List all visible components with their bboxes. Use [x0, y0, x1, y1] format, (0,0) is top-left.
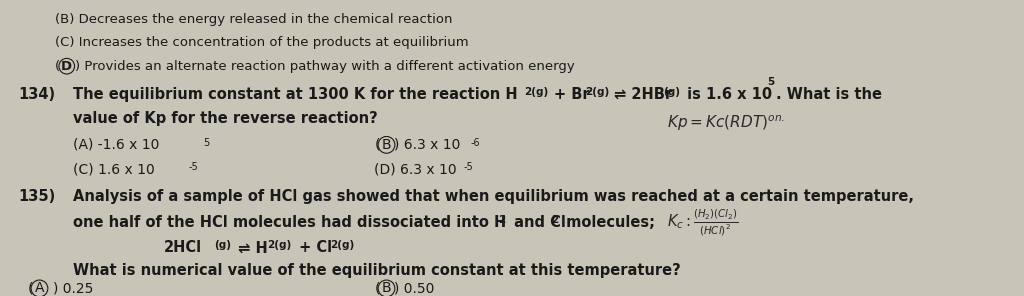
Text: What is numerical value of the equilibrium constant at this temperature?: What is numerical value of the equilibri…: [73, 263, 681, 278]
Text: (: (: [375, 281, 380, 295]
Text: (B) Decreases the energy released in the chemical reaction: (B) Decreases the energy released in the…: [55, 13, 453, 26]
Text: 2(g): 2(g): [330, 240, 354, 250]
Text: 2(g): 2(g): [586, 87, 609, 97]
Text: (C) Increases the concentration of the products at equilibrium: (C) Increases the concentration of the p…: [55, 36, 468, 49]
Text: + Br: + Br: [554, 87, 590, 102]
Text: + Cl: + Cl: [294, 240, 332, 255]
Text: (: (: [55, 60, 60, 73]
Text: 2: 2: [498, 215, 505, 225]
Text: 135): 135): [18, 189, 55, 204]
Text: -5: -5: [189, 162, 199, 172]
Text: B: B: [382, 281, 391, 295]
Text: (g): (g): [214, 240, 230, 250]
Text: ) 0.25: ) 0.25: [53, 281, 93, 295]
Text: The equilibrium constant at 1300 K for the reaction H: The equilibrium constant at 1300 K for t…: [73, 87, 518, 102]
Text: one half of the HCl molecules had dissociated into H: one half of the HCl molecules had dissoc…: [73, 215, 506, 230]
Text: B: B: [382, 138, 391, 152]
Text: 5: 5: [767, 77, 774, 87]
Text: -6: -6: [470, 138, 480, 148]
Text: . What is the: . What is the: [776, 87, 882, 102]
Text: (A) -1.6 x 10: (A) -1.6 x 10: [73, 138, 160, 152]
Text: and Cl: and Cl: [509, 215, 565, 230]
Text: 2(g): 2(g): [267, 240, 292, 250]
Text: 2: 2: [552, 215, 559, 225]
Text: ) 0.50: ) 0.50: [394, 281, 435, 295]
Text: ⇌ H: ⇌ H: [232, 240, 267, 255]
Text: (C) 1.6 x 10: (C) 1.6 x 10: [73, 162, 155, 176]
Text: 2HCl: 2HCl: [165, 240, 203, 255]
Text: (D) 6.3 x 10: (D) 6.3 x 10: [375, 162, 457, 176]
Text: (: (: [28, 281, 33, 295]
Text: -5: -5: [464, 162, 474, 172]
Text: ) 6.3 x 10: ) 6.3 x 10: [394, 138, 461, 152]
Text: is 1.6 x 10: is 1.6 x 10: [682, 87, 772, 102]
Text: $Kp = Kc(RDT)^{on.}$: $Kp = Kc(RDT)^{on.}$: [667, 114, 784, 133]
Text: ⇌ 2HBr: ⇌ 2HBr: [613, 87, 672, 102]
Text: A: A: [35, 281, 44, 295]
Text: (: (: [375, 138, 380, 152]
Text: (g): (g): [663, 87, 680, 97]
Text: Analysis of a sample of HCl gas showed that when equilibrium was reached at a ce: Analysis of a sample of HCl gas showed t…: [73, 189, 914, 204]
Text: ) Provides an alternate reaction pathway with a different activation energy: ) Provides an alternate reaction pathway…: [75, 60, 574, 73]
Text: D: D: [61, 60, 73, 73]
Text: $K_c : \frac{(H_2)(Cl_2)}{(HCl)^2}$: $K_c : \frac{(H_2)(Cl_2)}{(HCl)^2}$: [667, 207, 738, 238]
Text: molecules;: molecules;: [561, 215, 654, 230]
Text: 5: 5: [203, 138, 209, 148]
Text: 134): 134): [18, 87, 55, 102]
Text: 2(g): 2(g): [524, 87, 549, 97]
Text: value of Kp for the reverse reaction?: value of Kp for the reverse reaction?: [73, 111, 378, 126]
